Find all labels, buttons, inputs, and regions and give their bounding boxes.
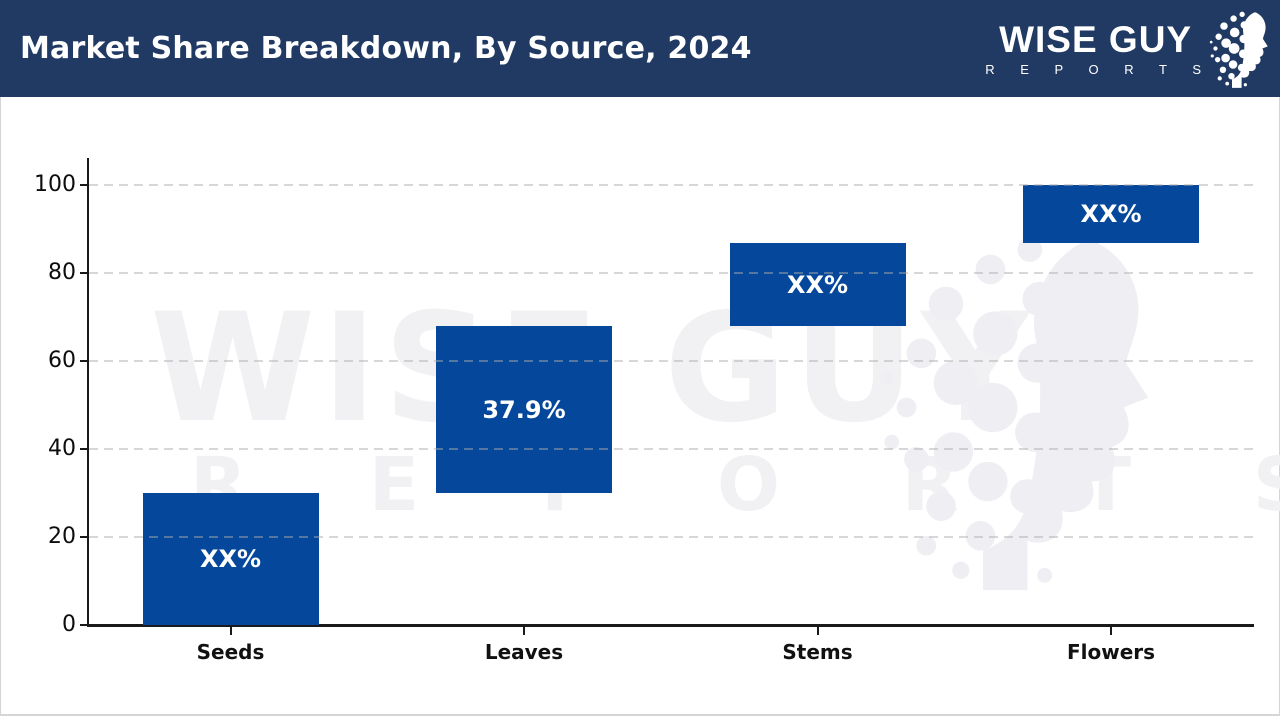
bar-flowers: XX% bbox=[1023, 185, 1199, 244]
gridline bbox=[89, 448, 1254, 450]
bar-value-label: XX% bbox=[1080, 200, 1142, 229]
x-category-label-seeds: Seeds bbox=[196, 640, 265, 664]
gridline bbox=[89, 184, 1254, 186]
bar-seeds: XX% bbox=[142, 493, 319, 625]
y-tick-mark bbox=[80, 360, 88, 362]
page-title: Market Share Breakdown, By Source, 2024 bbox=[20, 31, 752, 66]
y-tick-mark bbox=[80, 536, 88, 538]
y-tick-mark bbox=[80, 184, 88, 186]
bar-leaves: 37.9% bbox=[436, 326, 612, 493]
x-category-label-stems: Stems bbox=[782, 640, 853, 664]
y-tick-label: 0 bbox=[62, 612, 76, 637]
gridline bbox=[89, 360, 1254, 362]
x-axis-line bbox=[87, 624, 1254, 627]
y-tick-mark bbox=[80, 448, 88, 450]
bar-value-label: XX% bbox=[199, 545, 262, 573]
y-tick-label: 80 bbox=[48, 260, 76, 285]
y-tick-mark bbox=[80, 272, 88, 274]
x-tick-mark bbox=[523, 627, 525, 635]
gridline bbox=[89, 272, 1254, 274]
y-tick-label: 20 bbox=[48, 524, 76, 549]
brand-subtitle: R E P O R T S bbox=[985, 61, 1212, 77]
y-tick-mark bbox=[80, 624, 88, 626]
y-tick-label: 60 bbox=[48, 348, 76, 373]
x-tick-mark bbox=[229, 627, 232, 635]
x-tick-mark bbox=[1110, 627, 1112, 635]
gridline bbox=[89, 536, 1254, 538]
x-tick-mark bbox=[816, 627, 819, 635]
header-bar: Market Share Breakdown, By Source, 2024 … bbox=[0, 0, 1280, 97]
brand-logo: WISE GUY R E P O R T S bbox=[979, 6, 1272, 92]
x-category-label-flowers: Flowers bbox=[1066, 640, 1156, 664]
brand-name: WISE GUY bbox=[999, 19, 1193, 61]
bar-value-label: 37.9% bbox=[482, 395, 566, 424]
bar-stems: XX% bbox=[729, 243, 906, 327]
bar-value-label: XX% bbox=[786, 270, 849, 299]
y-axis-line bbox=[87, 158, 89, 626]
dotted-face-logo-icon bbox=[1208, 9, 1272, 89]
brand-wordmark: WISE GUY R E P O R T S bbox=[979, 19, 1212, 77]
y-tick-label: 40 bbox=[48, 436, 76, 461]
x-category-label-leaves: Leaves bbox=[484, 640, 564, 664]
y-tick-label: 100 bbox=[34, 172, 76, 197]
